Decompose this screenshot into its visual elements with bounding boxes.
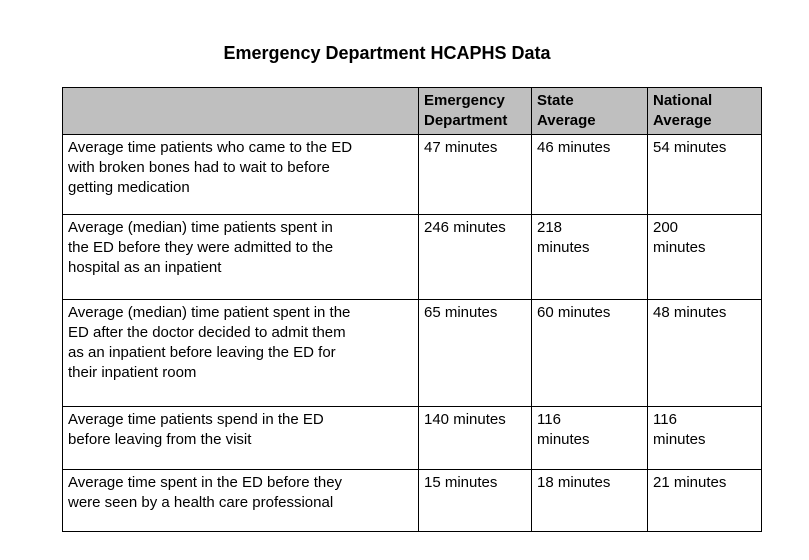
header-cell-state-average: State Average [531,87,648,135]
national-average-value: 21 minutes [647,469,762,532]
state-average-value: 60 minutes [531,299,648,407]
ed-value: 15 minutes [418,469,532,532]
row-label: Average (median) time patient spent in t… [62,299,419,407]
table-header-row: Emergency Department State Average Natio… [62,87,762,135]
national-average-value: 116 minutes [647,406,762,470]
row-label: Average time patients who came to the ED… [62,134,419,215]
row-label: Average time patients spend in the ED be… [62,406,419,470]
state-average-value: 46 minutes [531,134,648,215]
table-row: Average (median) time patients spent in … [62,214,762,300]
state-average-value: 218 minutes [531,214,648,300]
hcaphs-data-table: Emergency Department State Average Natio… [62,87,762,532]
state-average-value: 116 minutes [531,406,648,470]
table-row: Average (median) time patient spent in t… [62,299,762,407]
header-cell-empty [62,87,419,135]
ed-value: 140 minutes [418,406,532,470]
header-cell-national-average: National Average [647,87,762,135]
row-label: Average time spent in the ED before they… [62,469,419,532]
header-cell-emergency-department: Emergency Department [418,87,532,135]
ed-value: 47 minutes [418,134,532,215]
national-average-value: 48 minutes [647,299,762,407]
table-row: Average time spent in the ED before they… [62,469,762,532]
national-average-value: 54 minutes [647,134,762,215]
row-label: Average (median) time patients spent in … [62,214,419,300]
table-row: Average time patients who came to the ED… [62,134,762,215]
ed-value: 246 minutes [418,214,532,300]
table-row: Average time patients spend in the ED be… [62,406,762,470]
state-average-value: 18 minutes [531,469,648,532]
ed-value: 65 minutes [418,299,532,407]
national-average-value: 200 minutes [647,214,762,300]
page-title: Emergency Department HCAPHS Data [223,43,551,63]
